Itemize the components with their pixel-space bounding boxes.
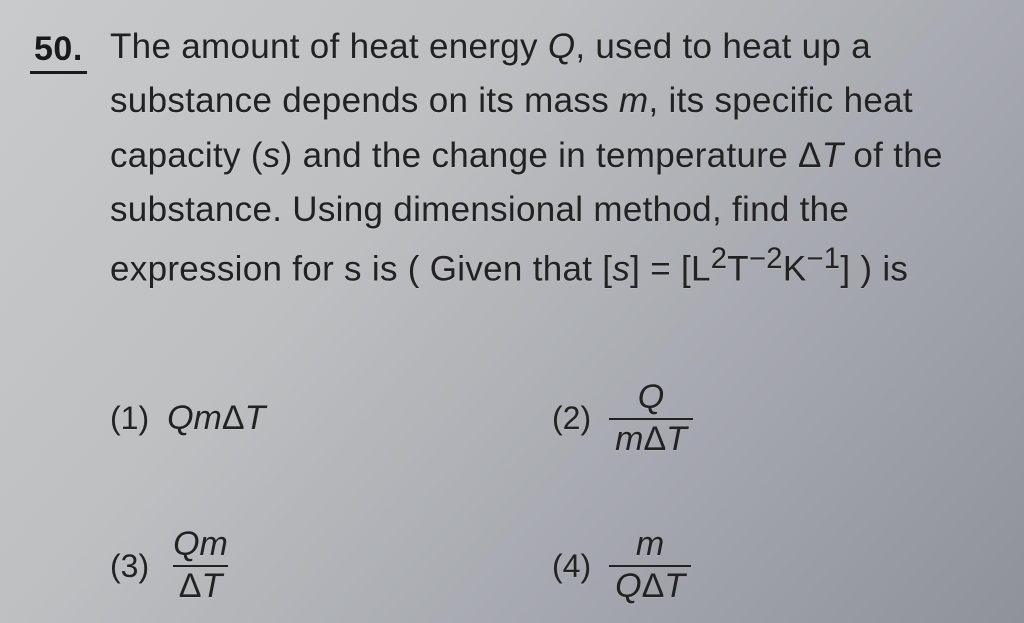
question-stem: The amount of heat energy Q, used to hea… [110, 20, 994, 297]
option-3: (3) QmΔT [110, 527, 512, 604]
option-expression: QmΔT [167, 399, 265, 438]
option-number: (3) [110, 548, 149, 585]
option-expression: mQΔT [609, 527, 691, 604]
option-number: (2) [552, 400, 591, 437]
option-number: (4) [552, 548, 591, 585]
question-page: 50. The amount of heat energy Q, used to… [30, 10, 994, 613]
option-1: (1) QmΔT [110, 380, 512, 457]
options-grid: (1) QmΔT (2) QmΔT (3) QmΔT (4) mQΔT [110, 380, 954, 605]
option-2: (2) QmΔT [552, 380, 954, 457]
option-expression: QmΔT [167, 527, 234, 604]
question-number: 50. [30, 30, 87, 74]
option-expression: QmΔT [609, 380, 693, 457]
option-number: (1) [110, 400, 149, 437]
option-4: (4) mQΔT [552, 527, 954, 604]
